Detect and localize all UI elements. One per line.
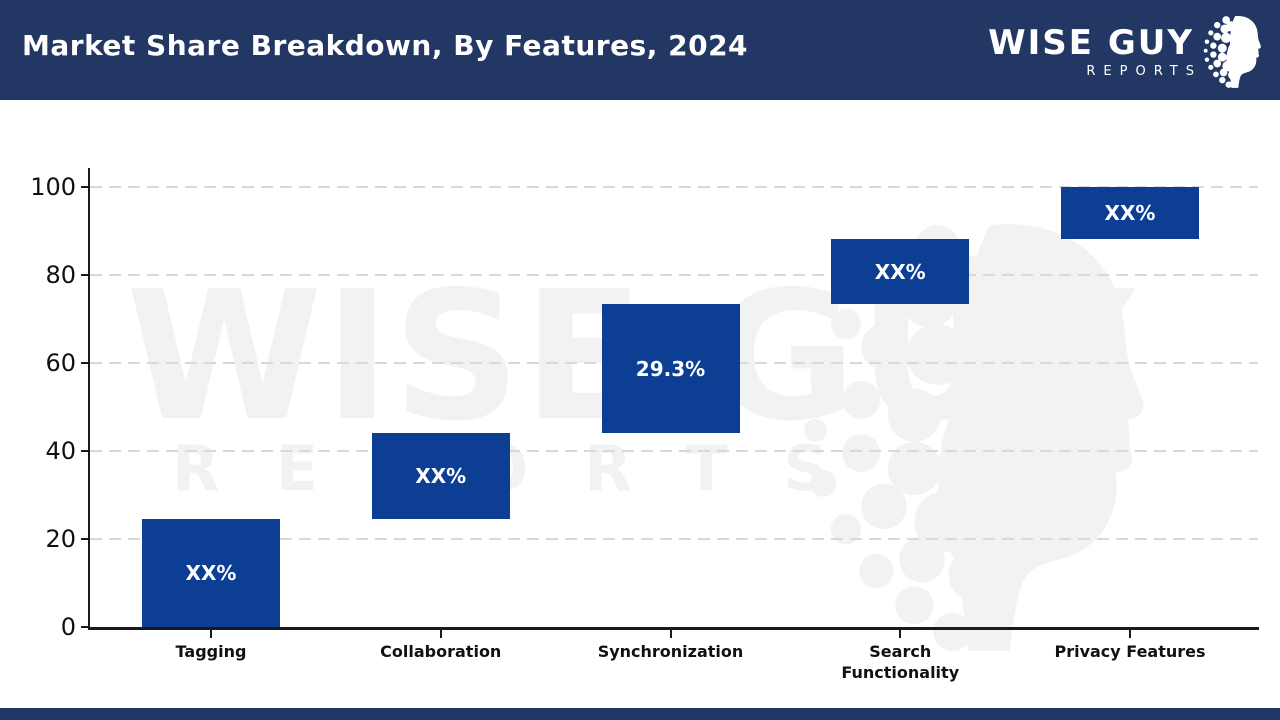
x-tick-4	[1129, 630, 1131, 638]
y-tick-label-100: 100	[30, 173, 76, 201]
x-tick-2	[669, 630, 672, 638]
y-tick-label-0: 0	[60, 613, 76, 641]
wise-guy-logo: WISE GUY REPORTS	[988, 9, 1262, 91]
y-tick-60	[81, 362, 89, 364]
x-axis-line	[88, 627, 1259, 630]
x-tick-label-3: Search Functionality	[841, 642, 960, 682]
y-tick-label-20: 20	[45, 525, 76, 553]
x-tick-label-4: Privacy Features	[1054, 642, 1206, 661]
gridline-80	[90, 274, 1258, 276]
bar-value-label: 29.3%	[635, 356, 706, 381]
y-tick-20	[81, 538, 89, 540]
x-tick-1	[439, 630, 442, 638]
y-tick-label-60: 60	[45, 349, 76, 377]
bar-value-label: XX%	[874, 259, 926, 284]
bar-value-label: XX%	[415, 464, 467, 489]
bar-synchronization: 29.3%	[601, 304, 740, 434]
y-tick-100	[81, 186, 89, 188]
footer-bar	[0, 708, 1280, 720]
logo-text: WISE GUY REPORTS	[988, 26, 1194, 79]
wise-guy-head-icon	[1203, 15, 1261, 88]
bar-value-label: XX%	[1104, 200, 1156, 225]
bar-collaboration: XX%	[371, 433, 510, 520]
x-tick-label-2: Synchronization	[597, 642, 744, 661]
logo-wordmark: WISE GUY	[988, 22, 1194, 63]
y-tick-label-40: 40	[45, 437, 76, 465]
bar-tagging: XX%	[142, 519, 280, 627]
x-tick-label-0: Tagging	[175, 642, 247, 661]
waterfall-chart: WISE GUY REPORTS 020406080100XX%TaggingX…	[0, 100, 1280, 708]
y-tick-80	[81, 274, 89, 276]
bar-privacy-features: XX%	[1061, 187, 1199, 239]
watermark-head-graphic	[804, 224, 1144, 651]
x-tick-0	[210, 630, 212, 638]
y-tick-label-80: 80	[45, 261, 76, 289]
chart-title: Market Share Breakdown, By Features, 202…	[22, 28, 749, 62]
y-tick-40	[81, 450, 89, 452]
y-axis-line	[88, 168, 90, 630]
gridline-40	[90, 450, 1258, 452]
bar-value-label: XX%	[185, 561, 237, 586]
x-tick-label-1: Collaboration	[380, 642, 502, 661]
x-tick-3	[899, 630, 902, 638]
gridline-100	[90, 186, 1258, 188]
header-bar: Market Share Breakdown, By Features, 202…	[0, 0, 1280, 100]
gridline-20	[90, 538, 1258, 540]
bar-search-functionality: XX%	[831, 238, 970, 305]
logo-subtext: REPORTS	[1086, 63, 1202, 79]
y-tick-0	[81, 626, 89, 628]
